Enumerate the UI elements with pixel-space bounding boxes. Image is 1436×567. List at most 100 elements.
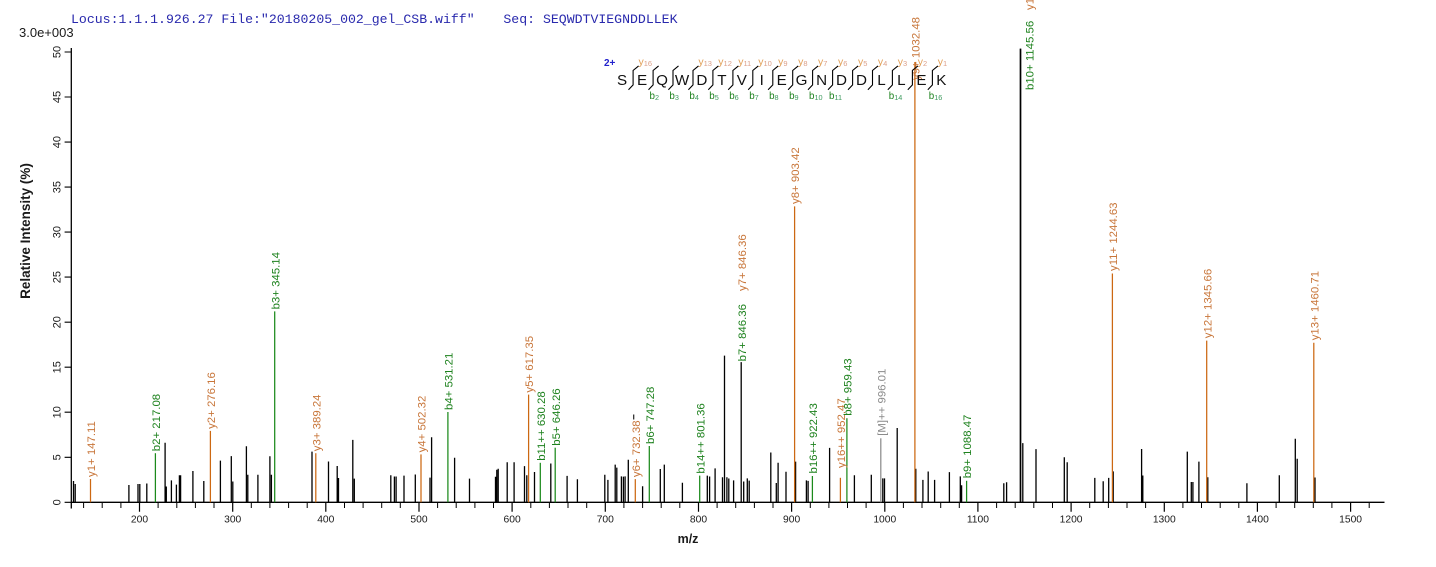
svg-text:E: E (637, 72, 647, 89)
svg-text:1500: 1500 (1339, 515, 1362, 526)
svg-text:K: K (936, 72, 946, 89)
svg-text:b9+ 1088.47: b9+ 1088.47 (962, 415, 974, 479)
svg-text:b8: b8 (769, 91, 779, 102)
svg-text:b14: b14 (889, 91, 903, 102)
svg-text:b7: b7 (749, 91, 759, 102)
svg-text:N: N (816, 72, 827, 89)
svg-text:[M]++ 996.01: [M]++ 996.01 (876, 369, 888, 436)
svg-text:b9: b9 (789, 91, 799, 102)
svg-text:y12+ 1345.66: y12+ 1345.66 (1202, 269, 1214, 338)
svg-text:400: 400 (317, 515, 334, 526)
svg-text:E: E (916, 72, 926, 89)
svg-text:m/z: m/z (678, 532, 699, 546)
svg-text:b6: b6 (729, 91, 739, 102)
svg-text:y16: y16 (639, 56, 653, 68)
svg-text:y11+ 1244.63: y11+ 1244.63 (1108, 202, 1120, 271)
svg-text:b16++ 922.43: b16++ 922.43 (808, 403, 820, 473)
svg-text:E: E (777, 72, 787, 89)
svg-text:b6+ 747.28: b6+ 747.28 (645, 387, 657, 444)
svg-text:y1+ 147.11: y1+ 147.11 (86, 421, 98, 477)
svg-text:Seq: SEQWDTVIEGNDDLLEK: Seq: SEQWDTVIEGNDDLLEK (503, 12, 677, 27)
svg-text:I: I (760, 72, 764, 89)
svg-text:20: 20 (52, 316, 64, 328)
svg-text:y11: y11 (738, 56, 751, 68)
svg-text:Locus:1.1.1.926.27 File:"20180: Locus:1.1.1.926.27 File:"20180205_002_ge… (71, 12, 475, 27)
svg-text:V: V (737, 72, 748, 89)
svg-text:800: 800 (690, 515, 707, 526)
svg-text:40: 40 (52, 136, 64, 148)
svg-text:45: 45 (52, 91, 64, 103)
svg-text:b2+ 217.08: b2+ 217.08 (151, 394, 163, 451)
svg-text:30: 30 (52, 226, 64, 238)
svg-text:y6: y6 (838, 56, 847, 68)
svg-text:b10+ 1145.56: b10+ 1145.56 (1025, 21, 1037, 90)
svg-text:900: 900 (783, 515, 800, 526)
svg-text:y2+ 276.16: y2+ 276.16 (206, 372, 218, 429)
svg-text:y3+ 389.24: y3+ 389.24 (311, 395, 323, 452)
svg-text:y4: y4 (878, 56, 887, 68)
svg-text:10: 10 (52, 406, 64, 418)
svg-text:y13+ 1460.71: y13+ 1460.71 (1309, 271, 1321, 340)
svg-text:S: S (617, 72, 627, 89)
svg-text:b3: b3 (669, 91, 679, 102)
svg-text:1100: 1100 (967, 515, 989, 526)
svg-text:b5+ 646.26: b5+ 646.26 (551, 388, 563, 445)
svg-text:b2: b2 (650, 91, 660, 102)
svg-text:50: 50 (52, 46, 64, 58)
svg-text:2+: 2+ (604, 58, 616, 69)
svg-text:y12: y12 (718, 56, 732, 68)
svg-text:y9+ 1032.48: y9+ 1032.48 (911, 17, 923, 80)
svg-text:1300: 1300 (1153, 515, 1176, 526)
svg-text:b11: b11 (829, 91, 842, 102)
svg-text:T: T (717, 72, 726, 89)
svg-text:b10: b10 (809, 91, 823, 102)
svg-text:y5+ 617.35: y5+ 617.35 (524, 336, 536, 393)
svg-text:b16: b16 (929, 91, 943, 102)
svg-text:1000: 1000 (873, 515, 896, 526)
svg-text:y16++ 952.47: y16++ 952.47 (836, 398, 848, 468)
svg-text:y4+ 502.32: y4+ 502.32 (417, 396, 429, 453)
svg-text:y13: y13 (698, 56, 712, 68)
svg-text:25: 25 (52, 271, 64, 283)
svg-text:y3: y3 (898, 56, 907, 68)
svg-text:600: 600 (504, 515, 521, 526)
svg-text:5: 5 (52, 454, 64, 460)
svg-text:b4: b4 (689, 91, 699, 102)
svg-text:y9: y9 (778, 56, 787, 68)
svg-text:1200: 1200 (1060, 515, 1083, 526)
svg-text:y6+ 732.38: y6+ 732.38 (631, 420, 643, 477)
svg-text:b7+ 846.36: b7+ 846.36 (737, 304, 749, 361)
svg-text:L: L (877, 72, 885, 89)
svg-text:500: 500 (410, 515, 427, 526)
svg-text:y7+ 846.36: y7+ 846.36 (737, 234, 749, 291)
svg-text:Relative Intensity (%): Relative Intensity (%) (18, 163, 33, 299)
svg-text:y10+ 1146.59: y10+ 1146.59 (1025, 0, 1037, 10)
svg-text:y7: y7 (818, 56, 827, 68)
svg-text:y1: y1 (938, 56, 947, 68)
svg-text:W: W (675, 72, 690, 89)
svg-text:b8+ 959.43: b8+ 959.43 (843, 358, 855, 415)
svg-text:y10: y10 (758, 56, 772, 68)
svg-text:0: 0 (52, 499, 64, 505)
svg-text:D: D (856, 72, 867, 89)
svg-text:b3+ 345.14: b3+ 345.14 (270, 252, 282, 309)
svg-text:300: 300 (224, 515, 241, 526)
svg-text:35: 35 (52, 181, 64, 193)
svg-text:b14++ 801.36: b14++ 801.36 (695, 403, 707, 473)
svg-text:b5: b5 (709, 91, 719, 102)
svg-text:200: 200 (131, 515, 148, 526)
svg-text:700: 700 (597, 515, 614, 526)
svg-text:b11++ 630.28: b11++ 630.28 (536, 391, 548, 460)
svg-text:G: G (796, 72, 808, 89)
svg-text:Q: Q (656, 72, 668, 89)
svg-text:L: L (897, 72, 905, 89)
svg-text:y5: y5 (858, 56, 867, 68)
svg-text:b4+ 531.21: b4+ 531.21 (444, 353, 456, 410)
svg-text:D: D (696, 72, 707, 89)
svg-text:D: D (836, 72, 847, 89)
svg-text:15: 15 (52, 361, 64, 373)
svg-text:3.0e+003: 3.0e+003 (19, 25, 74, 40)
svg-text:y8: y8 (798, 56, 807, 68)
svg-text:y2: y2 (918, 56, 927, 68)
svg-text:1400: 1400 (1246, 515, 1269, 526)
